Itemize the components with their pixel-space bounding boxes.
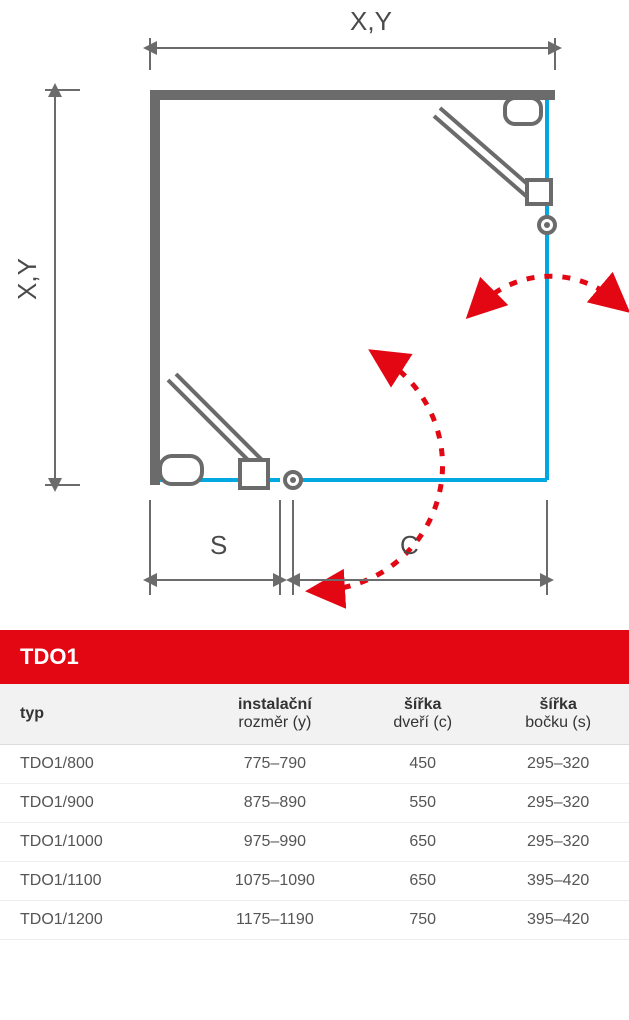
swing-arc-bottom — [325, 360, 443, 590]
col-header-typ: typ — [0, 684, 192, 745]
table-cell: TDO1/900 — [0, 784, 192, 823]
col-header-bocku: šířkabočku (s) — [487, 684, 629, 745]
table-cell: 975–990 — [192, 823, 358, 862]
col-header-dveri: šířkadveří (c) — [358, 684, 487, 745]
dim-label-top: X,Y — [350, 6, 392, 37]
dim-label-left: X,Y — [12, 258, 43, 300]
technical-diagram: X,Y X,Y S C — [0, 0, 629, 630]
table-cell: TDO1/1200 — [0, 901, 192, 940]
table-cell: 775–790 — [192, 745, 358, 784]
table-cell: TDO1/1100 — [0, 862, 192, 901]
table-cell: 650 — [358, 862, 487, 901]
dim-label-s: S — [210, 530, 227, 561]
spec-table-container: TDO1 typ instalačnírozměr (y) šířkadveří… — [0, 630, 629, 940]
table-header-row: typ instalačnírozměr (y) šířkadveří (c) … — [0, 684, 629, 745]
spec-table: typ instalačnírozměr (y) šířkadveří (c) … — [0, 684, 629, 940]
table-cell: TDO1/1000 — [0, 823, 192, 862]
table-cell: TDO1/800 — [0, 745, 192, 784]
table-row: TDO1/800775–790450295–320 — [0, 745, 629, 784]
table-cell: 395–420 — [487, 901, 629, 940]
table-row: TDO1/12001175–1190750395–420 — [0, 901, 629, 940]
table-cell: 295–320 — [487, 823, 629, 862]
table-cell: 450 — [358, 745, 487, 784]
table-cell: 1075–1090 — [192, 862, 358, 901]
table-row: TDO1/11001075–1090650395–420 — [0, 862, 629, 901]
table-cell: 875–890 — [192, 784, 358, 823]
table-row: TDO1/900875–890550295–320 — [0, 784, 629, 823]
hinge-top-right — [434, 98, 555, 233]
table-cell: 1175–1190 — [192, 901, 358, 940]
col-header-rozmer: instalačnírozměr (y) — [192, 684, 358, 745]
table-cell: 395–420 — [487, 862, 629, 901]
hinge-bottom-left — [160, 374, 301, 488]
table-cell: 550 — [358, 784, 487, 823]
table-title: TDO1 — [0, 630, 629, 684]
table-cell: 650 — [358, 823, 487, 862]
diagram-svg — [0, 0, 629, 630]
table-cell: 295–320 — [487, 784, 629, 823]
enclosure-frame — [150, 90, 555, 485]
table-cell: 295–320 — [487, 745, 629, 784]
dim-label-c: C — [400, 530, 419, 561]
table-cell: 750 — [358, 901, 487, 940]
table-row: TDO1/1000975–990650295–320 — [0, 823, 629, 862]
